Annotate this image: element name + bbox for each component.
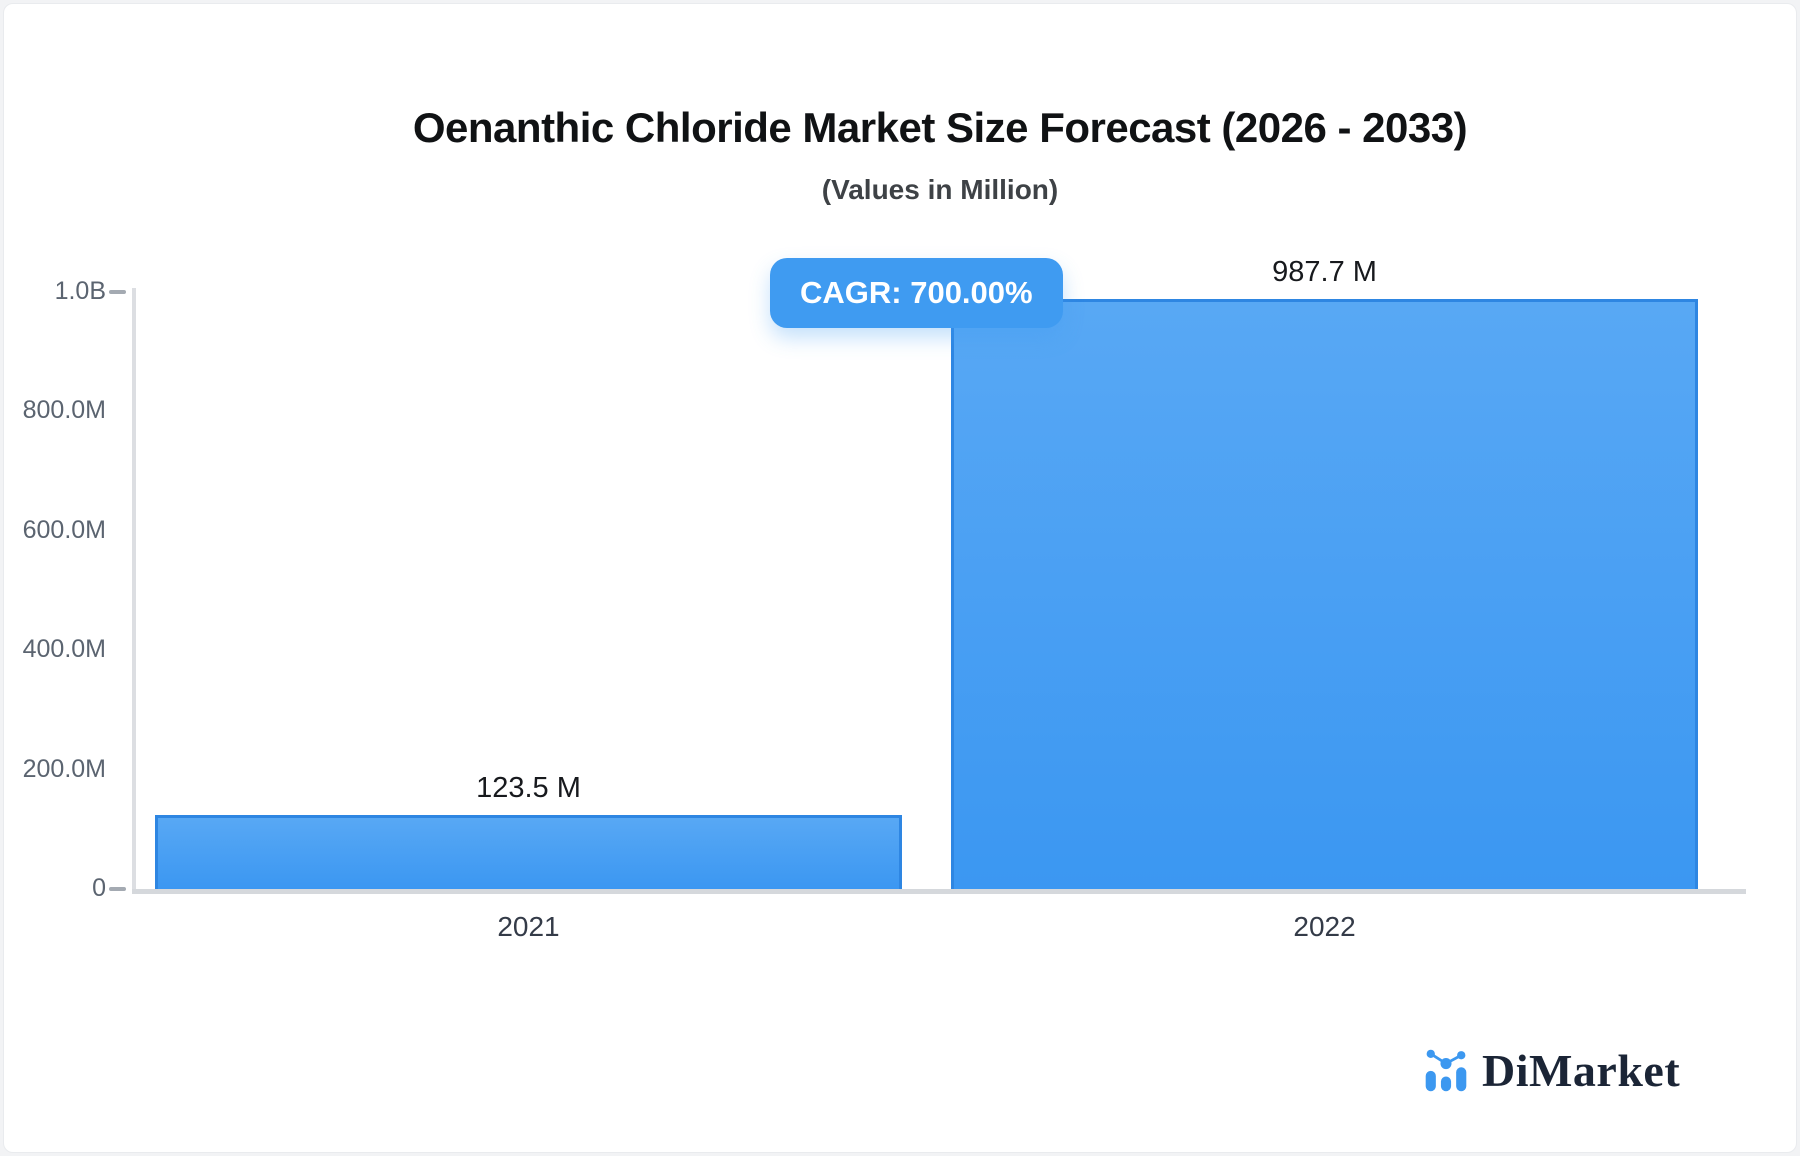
plot-area: 1.0B 800.0M 600.0M 400.0M 200.0M 0 123.5 M 202… bbox=[23, 256, 1746, 942]
x-axis-label: 2021 bbox=[497, 911, 560, 942]
dimarket-logo[interactable]: DiMarket bbox=[1422, 1046, 1680, 1094]
chart-subtitle: (Values in Million) bbox=[821, 174, 1059, 205]
y-tick-label: 800.0M bbox=[22, 396, 106, 425]
y-tick-mark bbox=[109, 290, 126, 294]
bar-2021[interactable] bbox=[155, 815, 902, 889]
y-tick-label: 1.0B bbox=[54, 277, 106, 305]
bar-line-chart-icon bbox=[1425, 1049, 1467, 1092]
x-axis-baseline bbox=[132, 889, 1746, 894]
cagr-badge: CAGR: 700.00% bbox=[770, 258, 1063, 328]
chart-card: Oenanthic Chloride Market Size Forecast … bbox=[3, 3, 1797, 1153]
y-tick-label: 600.0M bbox=[22, 515, 106, 544]
bar-value-label: 987.7 M bbox=[1272, 256, 1377, 289]
y-tick-label: 0 bbox=[92, 874, 106, 902]
bars: 123.5 M 2021 987.7 M 2022 bbox=[155, 256, 1698, 942]
dimarket-logo-text: DiMarket bbox=[1482, 1045, 1681, 1096]
bar-value-label: 123.5 M bbox=[476, 772, 581, 805]
y-tick-label: 200.0M bbox=[22, 754, 106, 783]
y-tick-mark bbox=[109, 887, 126, 891]
y-axis-line bbox=[132, 288, 136, 893]
bar-2022[interactable] bbox=[951, 299, 1698, 889]
chart-title: Oenanthic Chloride Market Size Forecast … bbox=[412, 104, 1468, 151]
y-tick-label: 400.0M bbox=[22, 635, 106, 664]
x-axis-label: 2022 bbox=[1293, 911, 1356, 942]
bar-slot-2022: 987.7 M 2022 bbox=[951, 256, 1698, 942]
bar-slot-2021: 123.5 M 2021 bbox=[155, 292, 902, 942]
